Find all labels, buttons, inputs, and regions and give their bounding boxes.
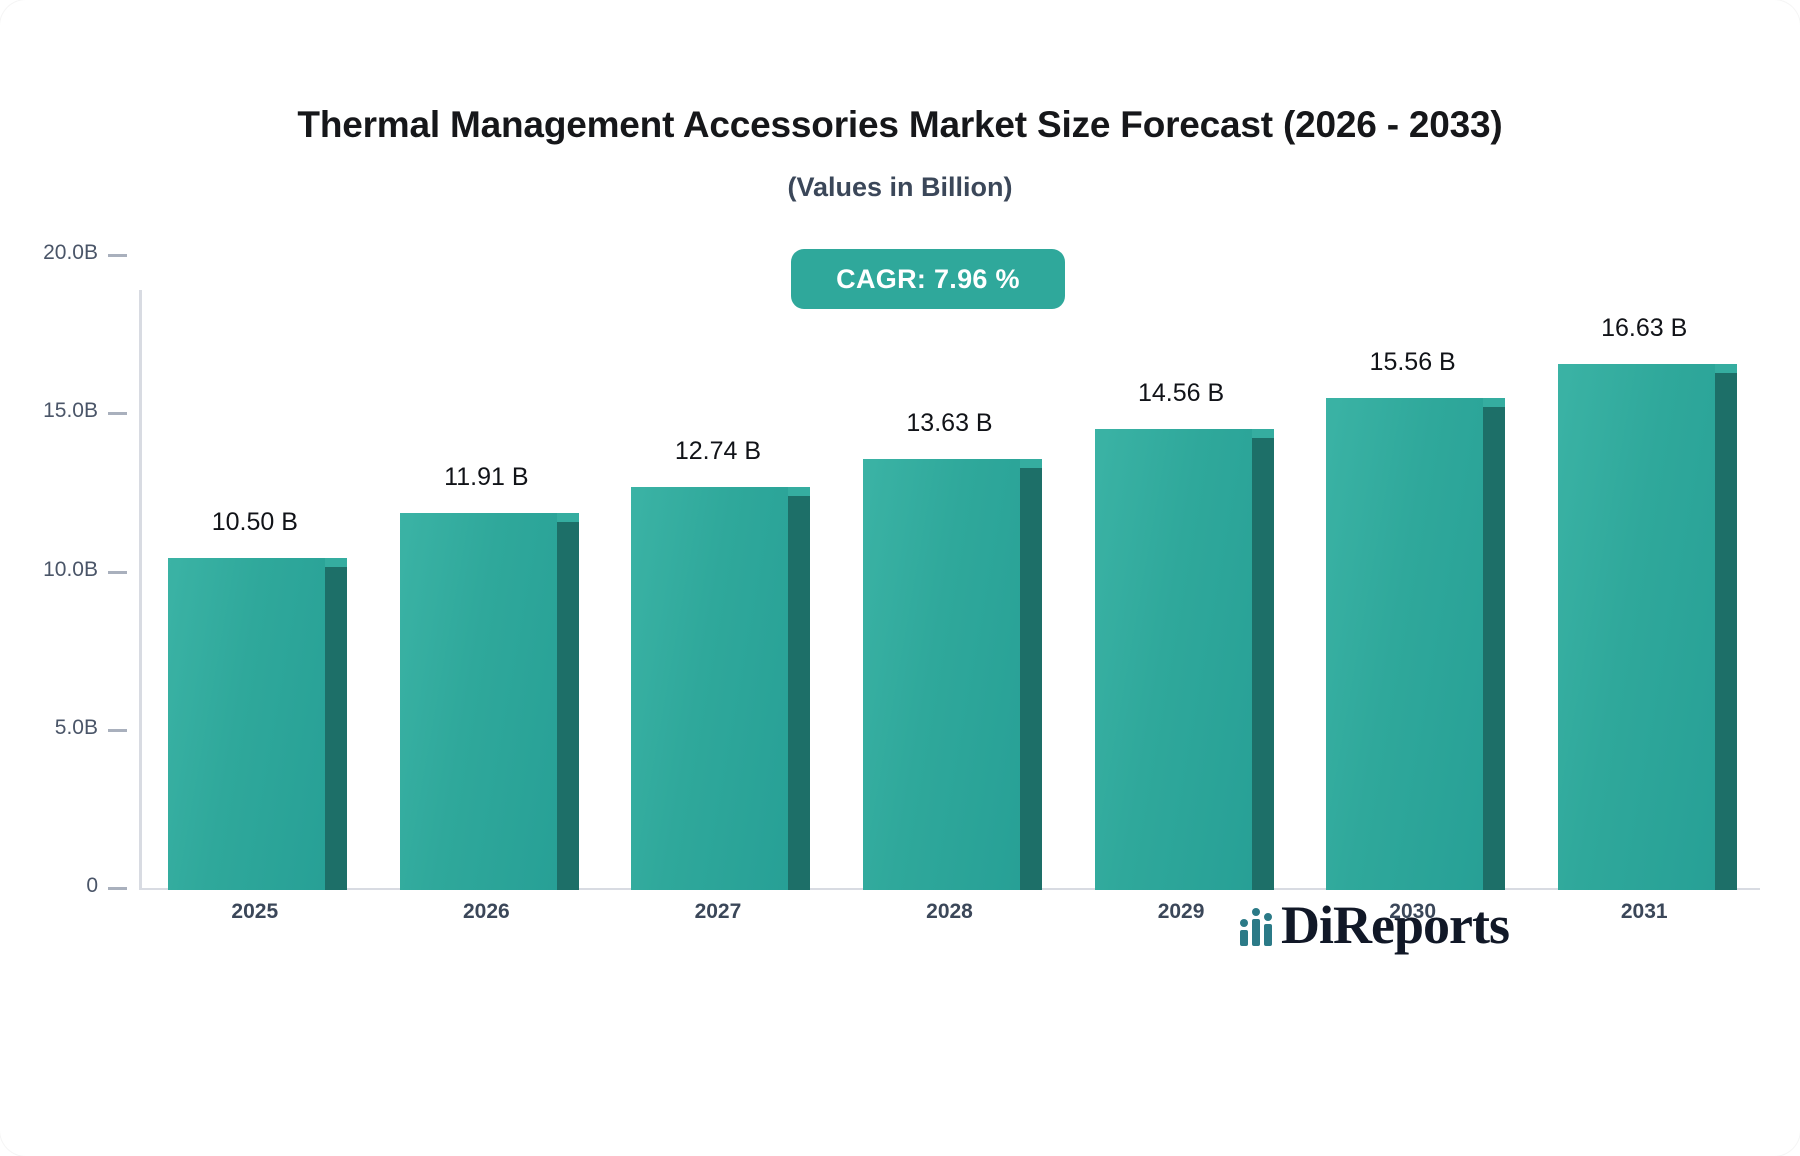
bar[interactable] bbox=[399, 513, 579, 890]
bar-top-face bbox=[1251, 429, 1274, 439]
bar-top-face bbox=[1020, 458, 1042, 468]
bar[interactable] bbox=[1094, 429, 1274, 890]
y-axis-tick-mark bbox=[108, 412, 127, 416]
x-axis-tick-label: 2025 bbox=[231, 900, 279, 923]
y-axis-tick-mark bbox=[108, 728, 127, 732]
bar[interactable] bbox=[168, 557, 348, 890]
bar-value-label: 14.56 B bbox=[1137, 379, 1225, 408]
bar-front-face bbox=[1326, 397, 1484, 890]
y-axis-tick-mark bbox=[108, 887, 127, 890]
y-axis-line bbox=[139, 290, 142, 888]
bar-value-label: 12.74 B bbox=[674, 436, 762, 465]
bar-side-face bbox=[1251, 438, 1274, 890]
chart-title: Thermal Management Accessories Market Si… bbox=[297, 104, 1503, 145]
bar-front-face bbox=[1094, 429, 1252, 890]
plot-area bbox=[139, 290, 1760, 890]
bar-value-label: 16.63 B bbox=[1601, 313, 1688, 342]
y-axis-tick-mark bbox=[108, 254, 127, 257]
bar-front-face bbox=[399, 513, 557, 890]
bar-value-label: 10.50 B bbox=[211, 507, 298, 536]
bar-front-face bbox=[863, 458, 1020, 890]
x-axis-tick-label: 2026 bbox=[462, 900, 510, 923]
bar-side-face bbox=[556, 522, 579, 890]
y-axis-tick-label: 15.0B bbox=[43, 399, 98, 423]
y-axis-tick-mark bbox=[108, 570, 127, 574]
bar-front-face bbox=[1557, 363, 1715, 890]
bar-top-face bbox=[1714, 363, 1737, 373]
chart-subtitle: (Values in Billion) bbox=[787, 172, 1013, 202]
x-axis-tick-label: 2030 bbox=[1389, 900, 1436, 923]
y-axis-tick-label: 0 bbox=[86, 874, 98, 897]
x-axis-tick-label: 2027 bbox=[694, 900, 742, 923]
bar[interactable] bbox=[863, 458, 1042, 890]
bar-side-face bbox=[325, 566, 348, 890]
x-axis-tick-label: 2031 bbox=[1620, 900, 1668, 923]
x-axis-tick-label: 2029 bbox=[1157, 900, 1205, 923]
x-axis-tick-label: 2028 bbox=[926, 900, 973, 923]
bar[interactable] bbox=[1557, 363, 1737, 890]
bar-side-face bbox=[1483, 406, 1506, 890]
bar-value-label: 13.63 B bbox=[906, 408, 993, 437]
bar[interactable] bbox=[631, 486, 811, 890]
y-axis-tick-label: 5.0B bbox=[54, 715, 98, 739]
bar-top-face bbox=[325, 557, 348, 567]
bar-value-label: 11.91 B bbox=[444, 463, 529, 492]
bar-front-face bbox=[631, 486, 789, 890]
bar-front-face bbox=[168, 557, 326, 890]
y-axis-tick-label: 20.0B bbox=[43, 241, 98, 264]
brand-logo-text: DiReports bbox=[1281, 895, 1510, 955]
cagr-badge-label: CAGR: 7.96 % bbox=[836, 263, 1020, 294]
brand-logo: DiReports bbox=[1240, 895, 1510, 955]
bar-top-face bbox=[788, 486, 811, 496]
bar-side-face bbox=[1714, 372, 1737, 890]
bar-side-face bbox=[788, 495, 811, 890]
bar-top-face bbox=[1483, 397, 1506, 407]
bar-side-face bbox=[1020, 467, 1042, 890]
bar-chart-icon bbox=[1240, 908, 1272, 946]
bar[interactable] bbox=[1326, 397, 1506, 890]
bar-value-label: 15.56 B bbox=[1369, 347, 1456, 376]
cagr-badge: CAGR: 7.96 % bbox=[791, 249, 1065, 309]
y-axis-tick-label: 10.0B bbox=[43, 557, 98, 581]
bar-top-face bbox=[556, 513, 579, 523]
